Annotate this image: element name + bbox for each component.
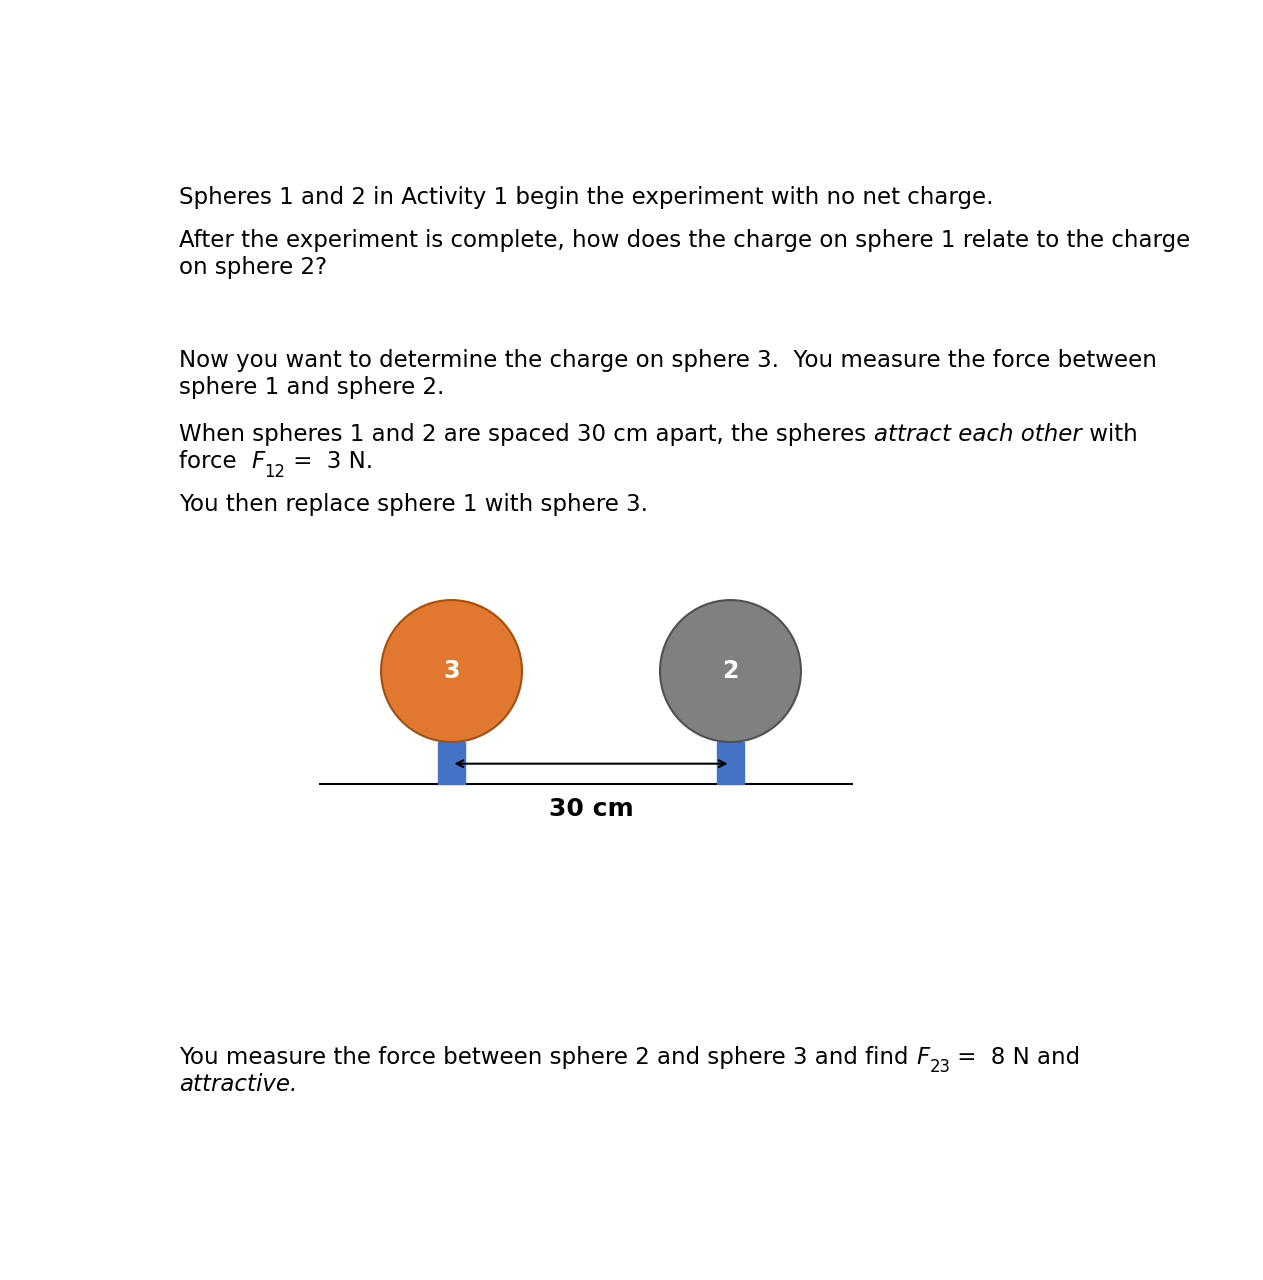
Text: After the experiment is complete, how does the charge on sphere 1 relate to the : After the experiment is complete, how do… (179, 229, 1191, 251)
Bar (717, 742, 744, 785)
Circle shape (661, 600, 801, 742)
Text: attract each other: attract each other (874, 422, 1081, 445)
Text: Spheres 1 and 2 in Activity 1 begin the experiment with no net charge.: Spheres 1 and 2 in Activity 1 begin the … (179, 186, 994, 209)
Text: You then replace sphere 1 with sphere 3.: You then replace sphere 1 with sphere 3. (179, 493, 648, 516)
Text: with: with (1081, 422, 1137, 445)
Text: =  3 N.: = 3 N. (285, 451, 373, 474)
Text: sphere 1 and sphere 2.: sphere 1 and sphere 2. (179, 376, 445, 399)
Text: on sphere 2?: on sphere 2? (179, 256, 327, 279)
Text: You measure the force between sphere 2 and sphere 3 and find: You measure the force between sphere 2 a… (179, 1046, 916, 1069)
Bar (438, 742, 465, 785)
Text: force: force (179, 451, 251, 474)
Text: 3: 3 (443, 659, 460, 684)
Text: 23: 23 (930, 1059, 950, 1076)
Circle shape (381, 600, 522, 742)
Text: When spheres 1 and 2 are spaced 30 cm apart, the spheres: When spheres 1 and 2 are spaced 30 cm ap… (179, 422, 874, 445)
Text: F: F (916, 1046, 930, 1069)
Text: attractive.: attractive. (179, 1073, 298, 1096)
Text: =  8 N and: = 8 N and (950, 1046, 1080, 1069)
Text: 30 cm: 30 cm (549, 797, 634, 822)
Text: 12: 12 (265, 463, 285, 481)
Text: F: F (251, 451, 265, 474)
Text: 2: 2 (722, 659, 739, 684)
Text: Now you want to determine the charge on sphere 3.  You measure the force between: Now you want to determine the charge on … (179, 348, 1157, 371)
